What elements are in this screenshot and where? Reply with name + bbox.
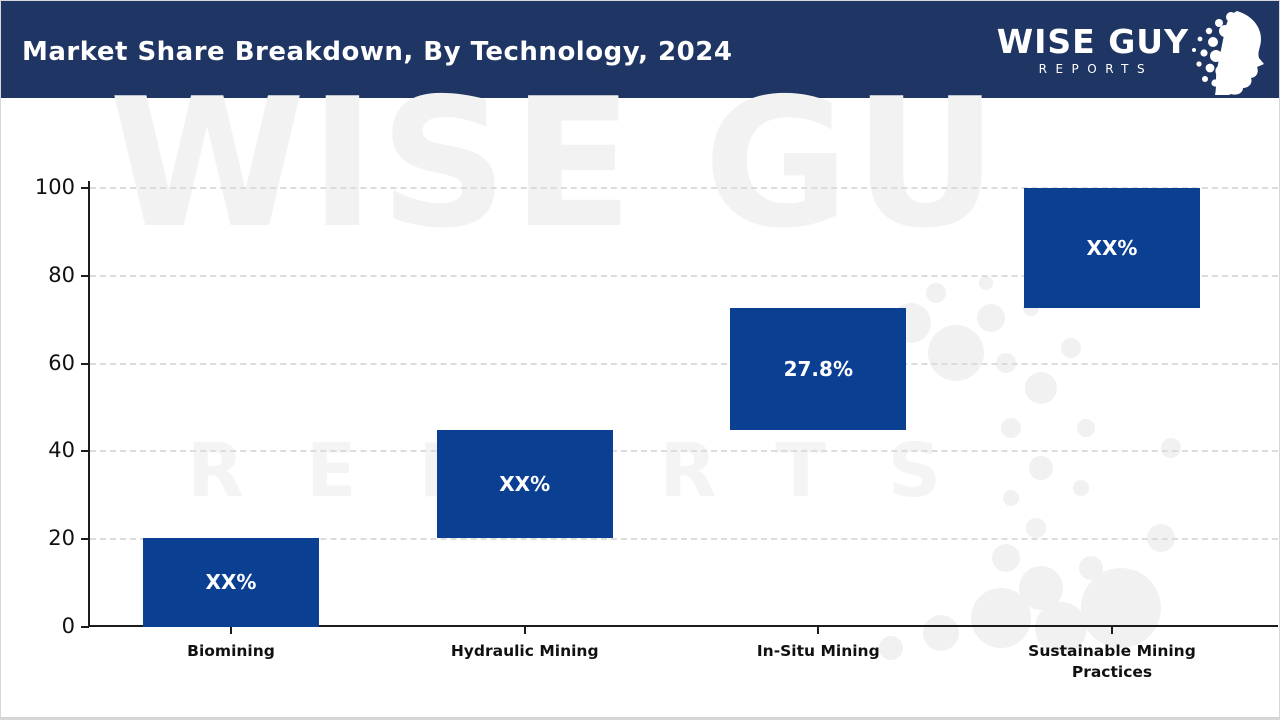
y-tick-mark xyxy=(81,626,89,628)
y-tick-label: 80 xyxy=(48,262,75,287)
bar-biomining xyxy=(143,537,319,627)
y-tick-mark xyxy=(81,450,89,453)
y-tick-mark xyxy=(81,274,89,277)
watermark-wordmark: WISE GU xyxy=(109,60,1002,267)
y-tick-label: 0 xyxy=(61,614,75,638)
x-tick-mark xyxy=(817,627,820,634)
bar-value-label: XX% xyxy=(499,471,551,496)
gridline-40 xyxy=(90,450,1278,453)
y-tick-label: 20 xyxy=(48,526,75,551)
y-tick-mark xyxy=(81,538,89,541)
header-bar: Market Share Breakdown, By Technology, 2… xyxy=(1,1,1279,98)
x-tick-mark xyxy=(523,627,526,634)
bar-value-label: 27.8% xyxy=(783,356,853,381)
x-category-label: In-Situ Mining xyxy=(756,642,880,660)
page-title: Market Share Breakdown, By Technology, 2… xyxy=(22,37,733,67)
y-tick-label: 60 xyxy=(48,350,75,375)
bar-value-label: XX% xyxy=(205,570,257,595)
logo-text: WISE GUY REPORTS xyxy=(996,22,1189,77)
y-tick-mark xyxy=(81,187,89,189)
gridline-100 xyxy=(90,187,1278,189)
bar-sustainable-mining-practices xyxy=(1024,188,1200,308)
y-tick-mark xyxy=(81,362,89,365)
market-share-chart: WISE GU REPORTS XX% XX% 27.8% XX% 0 20 40 60 80… xyxy=(1,60,1279,718)
y-tick-label: 100 xyxy=(34,175,75,199)
x-category-label: Hydraulic Mining xyxy=(450,642,599,660)
bottom-rule xyxy=(1,717,1279,719)
y-axis-spine xyxy=(88,181,90,627)
wise-guy-reports-logo: WISE GUY REPORTS xyxy=(997,7,1267,95)
x-category-label: Sustainable Mining Practices xyxy=(1028,642,1196,681)
head-profile-icon xyxy=(1192,11,1264,95)
x-axis-line xyxy=(88,625,1278,627)
logo-wordmark: WISE GUY xyxy=(996,22,1189,61)
gridline-80 xyxy=(90,274,1278,277)
gridline-60 xyxy=(90,362,1278,365)
y-tick-label: 40 xyxy=(48,438,75,463)
gridline-20 xyxy=(90,538,1278,541)
bar-in-situ-mining xyxy=(730,307,907,430)
bar-value-label: XX% xyxy=(1086,235,1138,260)
bar-hydraulic-mining xyxy=(436,429,613,538)
x-category-label: Biomining xyxy=(187,642,275,660)
x-tick-mark xyxy=(230,627,232,634)
x-tick-mark xyxy=(1111,627,1113,634)
logo-subtitle: REPORTS xyxy=(1038,62,1154,76)
